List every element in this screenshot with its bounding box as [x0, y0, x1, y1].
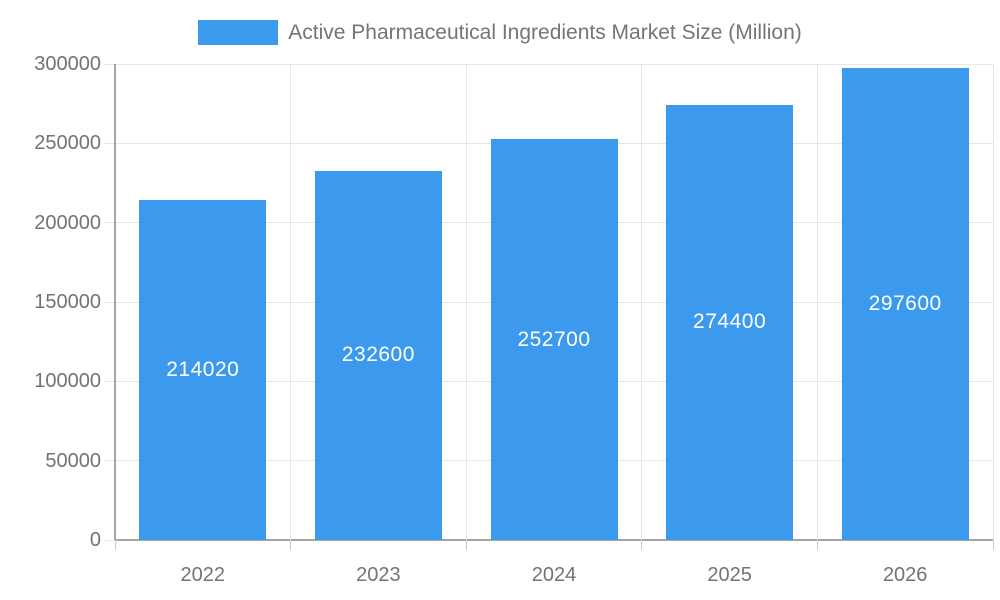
- bar-value-label: 297600: [868, 291, 942, 315]
- x-tick: [114, 540, 116, 550]
- x-axis-label: 2026: [882, 564, 928, 586]
- x-gridline: [290, 64, 292, 540]
- bar[interactable]: 274400: [666, 104, 794, 540]
- bar[interactable]: 232600: [314, 170, 442, 540]
- legend-label: Active Pharmaceutical Ingredients Market…: [288, 20, 802, 44]
- y-tick: [104, 63, 115, 65]
- y-axis-label: 300000: [34, 53, 101, 75]
- y-tick: [104, 301, 115, 303]
- bar-value-label: 214020: [166, 358, 240, 382]
- y-axis-line: [114, 64, 116, 540]
- y-tick: [104, 460, 115, 462]
- bar[interactable]: 252700: [490, 139, 618, 540]
- y-axis-label: 100000: [34, 370, 101, 393]
- bar[interactable]: 214020: [139, 200, 267, 540]
- y-axis-label: 0: [89, 529, 101, 551]
- x-tick: [465, 540, 467, 550]
- x-tick: [992, 540, 994, 550]
- y-tick: [104, 142, 115, 144]
- legend-swatch-icon: [198, 20, 279, 45]
- y-gridline: [115, 63, 993, 65]
- y-tick: [104, 380, 115, 382]
- x-gridline: [465, 64, 467, 540]
- y-axis-label: 150000: [34, 291, 101, 313]
- x-tick: [641, 540, 643, 550]
- x-tick: [290, 540, 292, 550]
- bar[interactable]: 297600: [841, 67, 969, 540]
- chart-legend[interactable]: Active Pharmaceutical Ingredients Market…: [0, 20, 1000, 45]
- x-tick: [816, 540, 818, 550]
- bar-value-label: 274400: [693, 310, 767, 334]
- x-axis-label: 2023: [356, 564, 401, 586]
- bar-value-label: 232600: [341, 343, 415, 367]
- x-axis-label: 2025: [707, 564, 752, 586]
- y-axis-label: 250000: [34, 132, 101, 155]
- x-gridline: [816, 64, 818, 540]
- x-gridline: [992, 64, 994, 540]
- y-axis-label: 50000: [45, 449, 101, 472]
- bar-value-label: 252700: [517, 327, 591, 351]
- y-tick: [104, 222, 115, 224]
- x-axis-label: 2024: [531, 564, 577, 586]
- x-axis-line: [115, 539, 993, 541]
- y-axis-label: 200000: [34, 211, 101, 234]
- x-gridline: [641, 64, 643, 540]
- y-tick: [104, 539, 115, 541]
- x-axis-label: 2022: [180, 564, 226, 586]
